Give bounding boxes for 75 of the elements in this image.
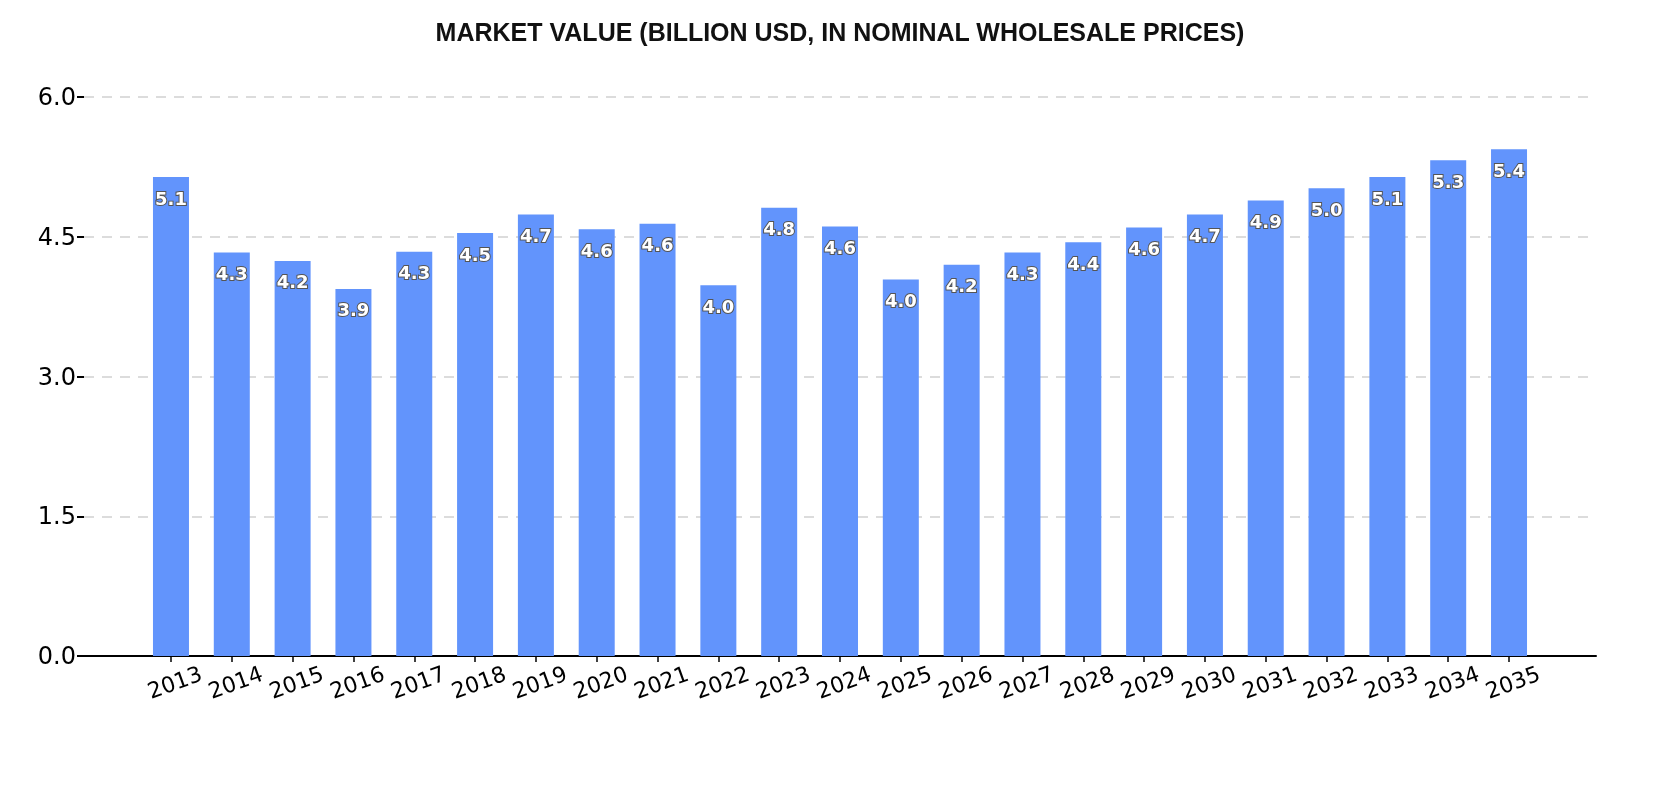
bar	[882, 279, 919, 656]
bar	[274, 260, 311, 656]
y-tick-label: 3.0	[37, 362, 76, 391]
bar	[517, 214, 554, 656]
x-tick-label: 2024	[813, 661, 875, 704]
data-label: 3.9	[337, 299, 370, 321]
bar	[1126, 227, 1163, 656]
bar	[457, 233, 494, 656]
x-tick-label: 2019	[509, 661, 571, 704]
bar	[943, 264, 980, 656]
x-tick-label: 2023	[752, 661, 814, 704]
bar	[1247, 200, 1284, 656]
chart-title: MARKET VALUE (BILLION USD, IN NOMINAL WHOLESALE PRICES)	[435, 17, 1245, 46]
bar	[1369, 177, 1406, 656]
data-label: 4.4	[1067, 252, 1100, 274]
data-label: 4.9	[1249, 210, 1282, 232]
x-tick-label: 2032	[1299, 661, 1361, 704]
y-tick-label: 1.5	[37, 502, 76, 531]
bar	[1430, 160, 1467, 656]
x-tick-label: 2035	[1482, 661, 1544, 704]
bar	[761, 207, 798, 656]
y-tick-label: 6.0	[37, 83, 76, 111]
x-tick-label: 2014	[204, 661, 267, 704]
bar	[639, 223, 676, 656]
data-label: 4.3	[398, 262, 431, 284]
x-tick-label: 2018	[448, 661, 510, 704]
x-tick-label: 2030	[1178, 661, 1240, 704]
data-label: 4.5	[459, 243, 492, 265]
bar	[213, 252, 250, 656]
data-label: 4.2	[945, 275, 978, 297]
x-tick-label: 2031	[1238, 661, 1301, 704]
x-tick-label: 2016	[326, 661, 388, 704]
x-tick-label: 2027	[995, 661, 1057, 704]
data-label: 4.3	[1006, 263, 1039, 285]
x-tick-label: 2022	[691, 661, 753, 704]
bar	[152, 177, 189, 656]
bar	[1491, 149, 1528, 656]
data-label: 4.6	[824, 237, 856, 258]
data-label: 5.4	[1493, 159, 1525, 181]
bar	[1065, 242, 1102, 656]
data-label: 4.3	[215, 263, 248, 285]
x-tick-label: 2025	[874, 661, 936, 704]
x-tick-label: 2015	[265, 661, 327, 704]
data-label: 4.6	[580, 239, 613, 261]
y-tick-label: 0.0	[37, 642, 76, 670]
x-tick-label: 2034	[1421, 661, 1483, 704]
bar	[335, 288, 372, 656]
x-tick-label: 2028	[1056, 661, 1118, 704]
data-label: 5.1	[155, 187, 187, 209]
data-label: 4.2	[276, 271, 309, 293]
x-tick-label: 2020	[569, 661, 632, 704]
bar	[396, 251, 433, 656]
data-label: 4.7	[1188, 224, 1221, 246]
x-tick-label: 2017	[387, 661, 449, 704]
x-tick-label: 2013	[144, 661, 206, 704]
data-label: 4.6	[1128, 237, 1161, 259]
data-label: 4.7	[519, 224, 552, 246]
data-label: 5.1	[1371, 187, 1404, 209]
x-tick-label: 2033	[1360, 661, 1422, 704]
x-tick-label: 2021	[630, 661, 692, 704]
bar	[822, 226, 858, 656]
data-label: 4.8	[763, 218, 796, 240]
bar	[1186, 214, 1223, 656]
bar	[1308, 188, 1345, 656]
data-label: 5.3	[1432, 170, 1465, 192]
bar	[1004, 252, 1041, 656]
data-label: 4.0	[702, 295, 735, 317]
data-label: 5.0	[1310, 198, 1343, 220]
x-tick-label: 2026	[934, 661, 996, 704]
data-label: 4.0	[884, 290, 917, 312]
bar	[578, 229, 615, 656]
y-tick-label: 4.5	[37, 222, 76, 251]
bar	[700, 285, 737, 656]
x-tick-label: 2029	[1117, 661, 1179, 704]
data-label: 4.6	[641, 234, 674, 256]
